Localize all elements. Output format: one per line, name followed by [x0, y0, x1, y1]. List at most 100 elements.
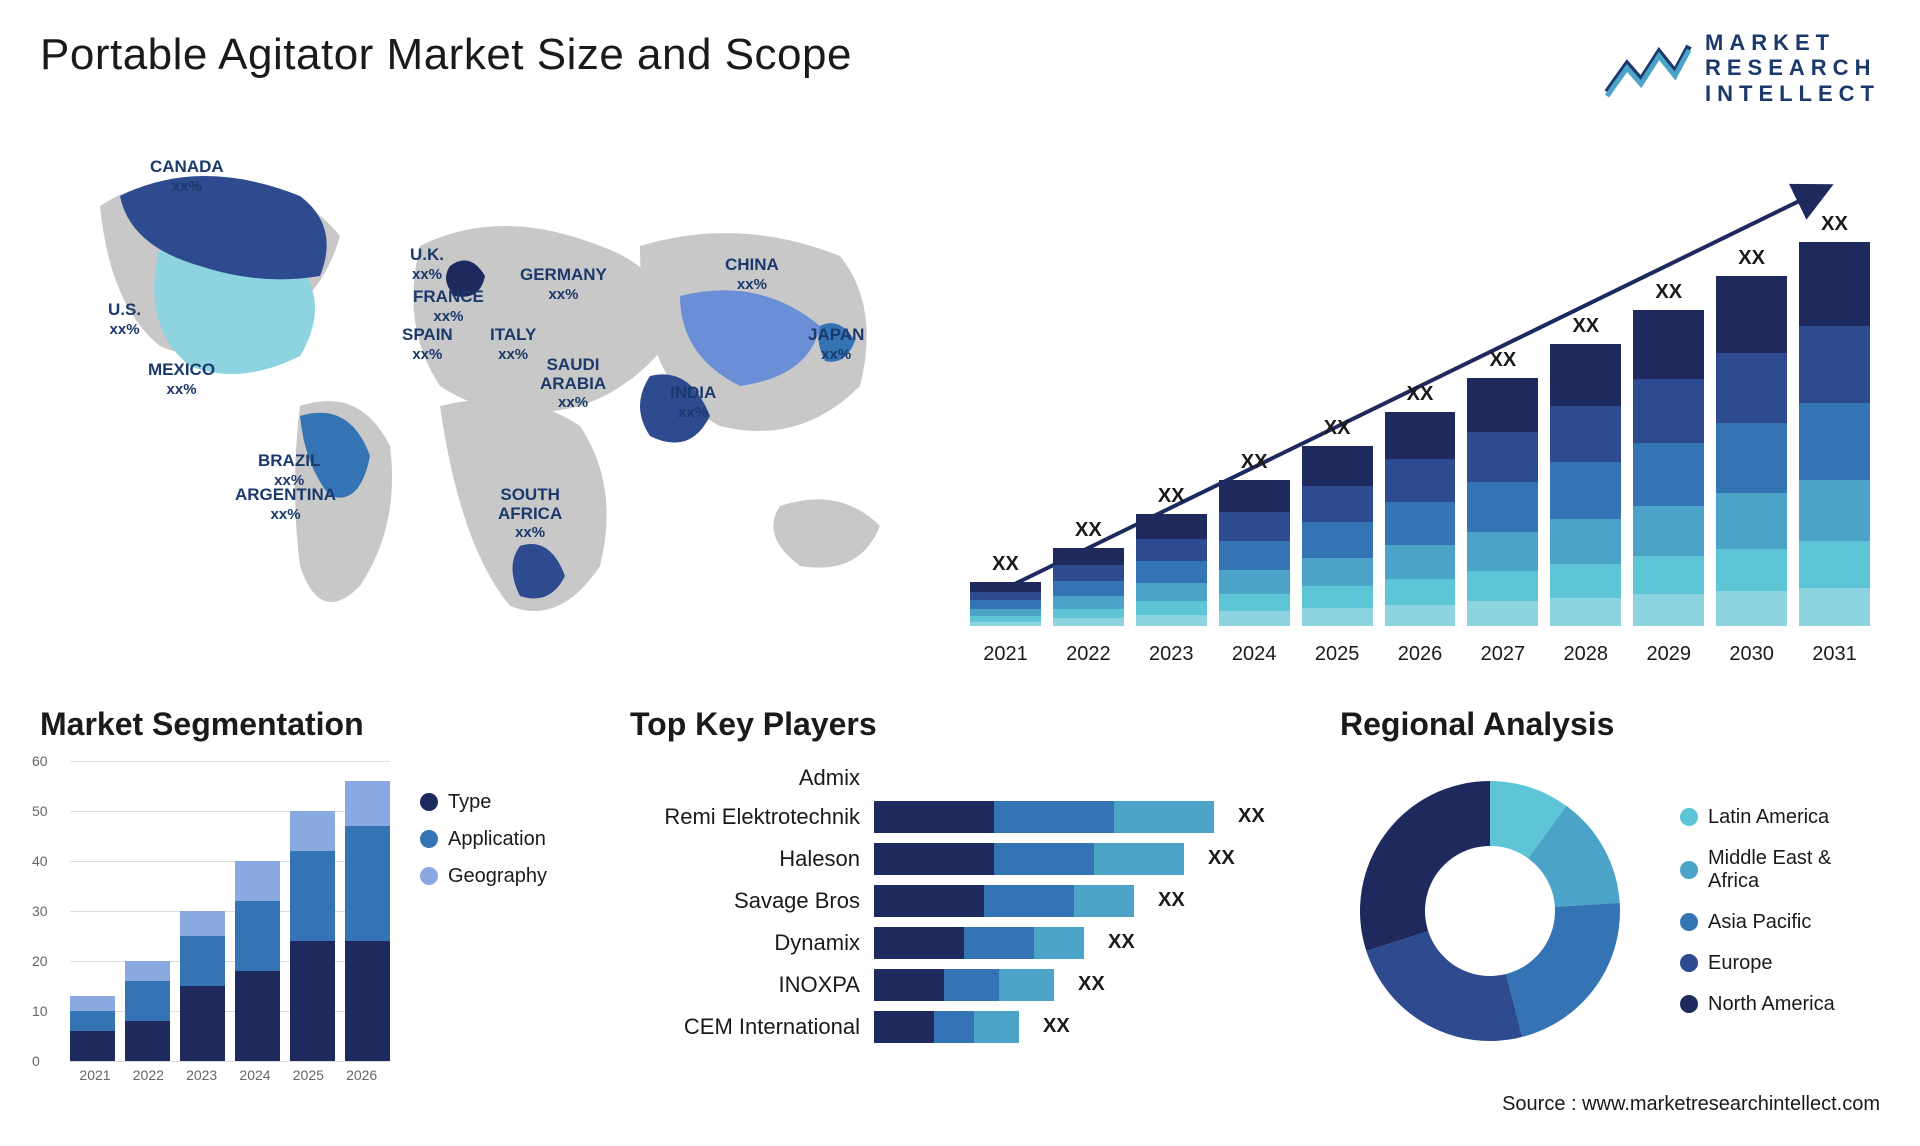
player-value: XX: [1158, 889, 1185, 912]
map-label: GERMANYxx%: [520, 266, 607, 303]
growth-bar-segment: [1219, 594, 1290, 612]
brand-logo: MARKET RESEARCH INTELLECT: [1603, 30, 1880, 106]
map-label: BRAZILxx%: [258, 452, 320, 489]
growth-bar-segment: [1053, 609, 1124, 618]
growth-bar-segment: [1550, 519, 1621, 564]
growth-bar-segment: [1053, 548, 1124, 565]
player-bar-segment: [994, 801, 1114, 833]
map-label: U.S.xx%: [108, 301, 141, 338]
growth-bar-segment: [1799, 242, 1870, 326]
growth-bar-segment: [1385, 412, 1456, 459]
growth-bar-segment: [1716, 276, 1787, 353]
segmentation-legend: TypeApplicationGeography: [420, 761, 600, 1126]
regional-panel: Regional Analysis Latin AmericaMiddle Ea…: [1340, 706, 1880, 1126]
map-label: MEXICOxx%: [148, 361, 215, 398]
seg-bar-segment: [290, 811, 335, 851]
player-bar-segment: [1114, 801, 1214, 833]
growth-bar-value: XX: [1738, 247, 1765, 270]
growth-year-label: 2023: [1136, 643, 1207, 666]
growth-bar: XX: [1219, 451, 1290, 626]
growth-bar-segment: [970, 600, 1041, 609]
player-row: Savage BrosXX: [630, 885, 1310, 917]
growth-bar-segment: [1053, 581, 1124, 597]
map-label: CANADAxx%: [150, 158, 224, 195]
legend-item: Europe: [1680, 952, 1880, 975]
growth-bar-value: XX: [1655, 281, 1682, 304]
growth-chart-panel: XXXXXXXXXXXXXXXXXXXXXX 20212022202320242…: [960, 126, 1880, 666]
player-bar-segment: [1074, 885, 1134, 917]
growth-bar-segment: [1716, 493, 1787, 549]
page-title: Portable Agitator Market Size and Scope: [40, 30, 852, 80]
growth-bar-segment: [1219, 611, 1290, 626]
growth-year-label: 2026: [1385, 643, 1456, 666]
growth-year-label: 2022: [1053, 643, 1124, 666]
growth-bar-segment: [1467, 532, 1538, 572]
x-axis-label: 2021: [70, 1067, 120, 1083]
seg-bar-segment: [70, 1011, 115, 1031]
legend-dot-icon: [1680, 808, 1698, 826]
growth-bar-segment: [1467, 482, 1538, 532]
player-bar: [874, 843, 1184, 875]
growth-year-label: 2031: [1799, 643, 1870, 666]
growth-bar: XX: [1467, 349, 1538, 626]
regional-title: Regional Analysis: [1340, 706, 1880, 743]
seg-bar-segment: [125, 981, 170, 1021]
player-bar-segment: [934, 1011, 974, 1043]
growth-bar-value: XX: [1490, 349, 1517, 372]
growth-bar-segment: [1385, 545, 1456, 579]
y-axis-label: 60: [32, 753, 48, 769]
player-row: Admix: [630, 765, 1310, 791]
player-row: DynamixXX: [630, 927, 1310, 959]
y-axis-label: 10: [32, 1003, 48, 1019]
map-label: SAUDIARABIAxx%: [540, 356, 606, 412]
legend-label: Geography: [448, 865, 547, 888]
segmentation-chart: 0102030405060202120222023202420252026: [40, 761, 390, 1089]
regional-donut: [1340, 761, 1640, 1061]
growth-bar-segment: [1219, 541, 1290, 570]
player-bar: [874, 885, 1134, 917]
growth-bar-segment: [1053, 565, 1124, 581]
x-axis-label: 2025: [283, 1067, 333, 1083]
map-label: CHINAxx%: [725, 256, 779, 293]
growth-bar-segment: [1550, 406, 1621, 462]
growth-bar-segment: [1219, 512, 1290, 541]
x-axis-label: 2026: [337, 1067, 387, 1083]
player-bar-segment: [1094, 843, 1184, 875]
player-name: INOXPA: [630, 972, 860, 998]
seg-bar: [180, 911, 225, 1061]
growth-bar-value: XX: [1241, 451, 1268, 474]
growth-bar-segment: [1136, 514, 1207, 539]
legend-dot-icon: [1680, 861, 1698, 879]
player-bar-segment: [874, 885, 984, 917]
player-name: Haleson: [630, 846, 860, 872]
map-label: JAPANxx%: [808, 326, 864, 363]
player-name: CEM International: [630, 1014, 860, 1040]
player-row: Remi ElektrotechnikXX: [630, 801, 1310, 833]
growth-bar-value: XX: [1407, 383, 1434, 406]
growth-bar-segment: [1799, 480, 1870, 541]
player-row: INOXPAXX: [630, 969, 1310, 1001]
seg-bar: [345, 781, 390, 1061]
growth-bar-segment: [1136, 583, 1207, 601]
growth-bar: XX: [1302, 417, 1373, 626]
player-bar: [874, 969, 1054, 1001]
legend-label: Type: [448, 791, 491, 814]
player-value: XX: [1238, 805, 1265, 828]
legend-dot-icon: [420, 793, 438, 811]
growth-bar-segment: [1550, 462, 1621, 518]
growth-bar-segment: [1633, 379, 1704, 442]
y-axis-label: 20: [32, 953, 48, 969]
growth-bar-segment: [1467, 601, 1538, 626]
growth-bar-segment: [1799, 326, 1870, 403]
y-axis-label: 40: [32, 853, 48, 869]
growth-bar-segment: [1302, 558, 1373, 587]
growth-bar-segment: [1302, 608, 1373, 626]
growth-bar-segment: [1550, 344, 1621, 406]
seg-bar-segment: [180, 911, 225, 936]
regional-legend: Latin AmericaMiddle East & AfricaAsia Pa…: [1680, 806, 1880, 1016]
seg-bar-segment: [345, 781, 390, 826]
legend-dot-icon: [1680, 954, 1698, 972]
player-row: HalesonXX: [630, 843, 1310, 875]
players-chart: AdmixRemi ElektrotechnikXXHalesonXXSavag…: [630, 761, 1310, 1043]
growth-bar: XX: [1550, 315, 1621, 626]
